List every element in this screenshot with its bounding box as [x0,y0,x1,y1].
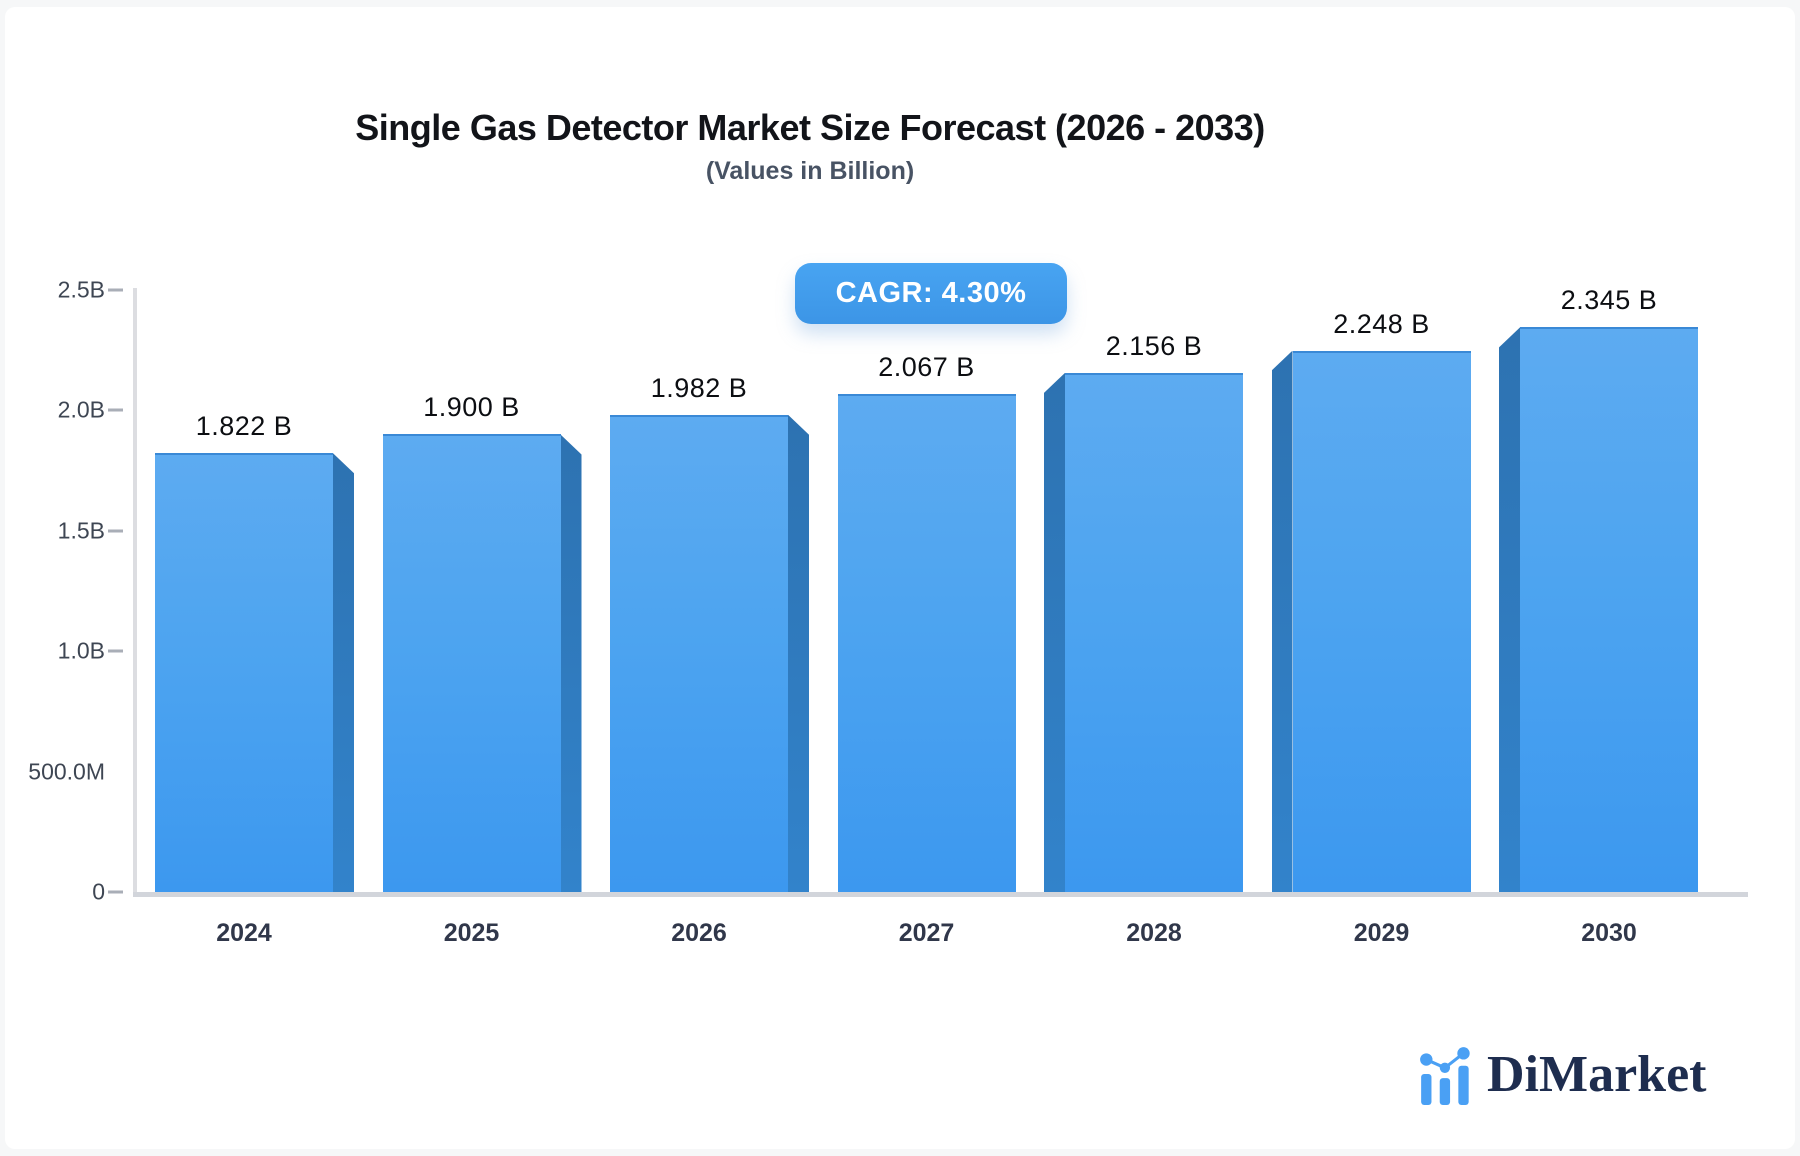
y-axis-tick-mark [108,649,123,653]
bar-2028 [1065,372,1243,892]
y-axis-tick-label: 2.0B [57,396,105,423]
x-axis-tick-label: 2025 [443,919,500,947]
bar-2026 [610,414,788,892]
bar-3d-side-2029 [1271,350,1293,892]
x-axis-tick-label: 2024 [216,919,272,947]
bar-value-label: 1.822 B [195,411,293,442]
y-axis-tick-mark [108,529,123,533]
y-axis-tick-mark [108,890,123,894]
x-axis-tick-label: 2029 [1353,919,1410,947]
cagr-badge: CAGR: 4.30% [795,263,1067,324]
bar-value-label: 2.345 B [1560,285,1658,316]
bar-2030 [1520,327,1698,892]
x-axis-tick-label: 2030 [1581,919,1637,947]
brand-logo: DiMarket [1419,1035,1719,1105]
bar-value-label: 2.156 B [1105,330,1203,361]
x-axis-tick-label: 2027 [898,919,955,947]
bar-3d-side-2028 [1044,372,1065,892]
chart-card: Single Gas Detector Market Size Forecast… [5,7,1795,1149]
bar-chart-with-trend-dots-icon [1420,1047,1470,1105]
bar-value-label: 2.067 B [878,352,975,383]
y-axis-line [133,288,137,897]
brand-name: DiMarket [1487,1046,1707,1103]
y-axis-tick-mark [108,408,123,412]
bar-value-label: 1.900 B [423,392,520,423]
y-axis-tick-mark [108,288,123,292]
y-axis-tick-label: 1.0B [57,637,105,664]
chart-subtitle: (Values in Billion) [705,157,915,185]
bar-3d-side-2024 [333,453,354,892]
bar-3d-side-2030 [1499,327,1520,892]
bar-2027 [837,394,1016,892]
bar-value-label: 2.248 B [1333,308,1430,339]
bar-2025 [382,434,561,892]
chart-title: Single Gas Detector Market Size Forecast… [355,107,1265,148]
y-axis-tick-label: 500.0M [28,758,105,785]
bar-value-label: 1.982 B [650,372,748,403]
bar-2024 [155,453,333,892]
y-axis-tick-label: 0 [92,878,105,905]
y-axis-tick-label: 1.5B [57,517,105,544]
cagr-badge-label: CAGR: 4.30% [835,277,1027,309]
x-axis-tick-label: 2028 [1126,919,1182,947]
x-axis-baseline [133,892,1748,897]
x-axis-tick-label: 2026 [671,919,727,947]
bar-3d-side-2025 [560,434,582,892]
y-axis-tick-label: 2.5B [57,276,105,303]
bar-3d-side-2026 [788,414,809,892]
bar-2029 [1292,350,1471,892]
